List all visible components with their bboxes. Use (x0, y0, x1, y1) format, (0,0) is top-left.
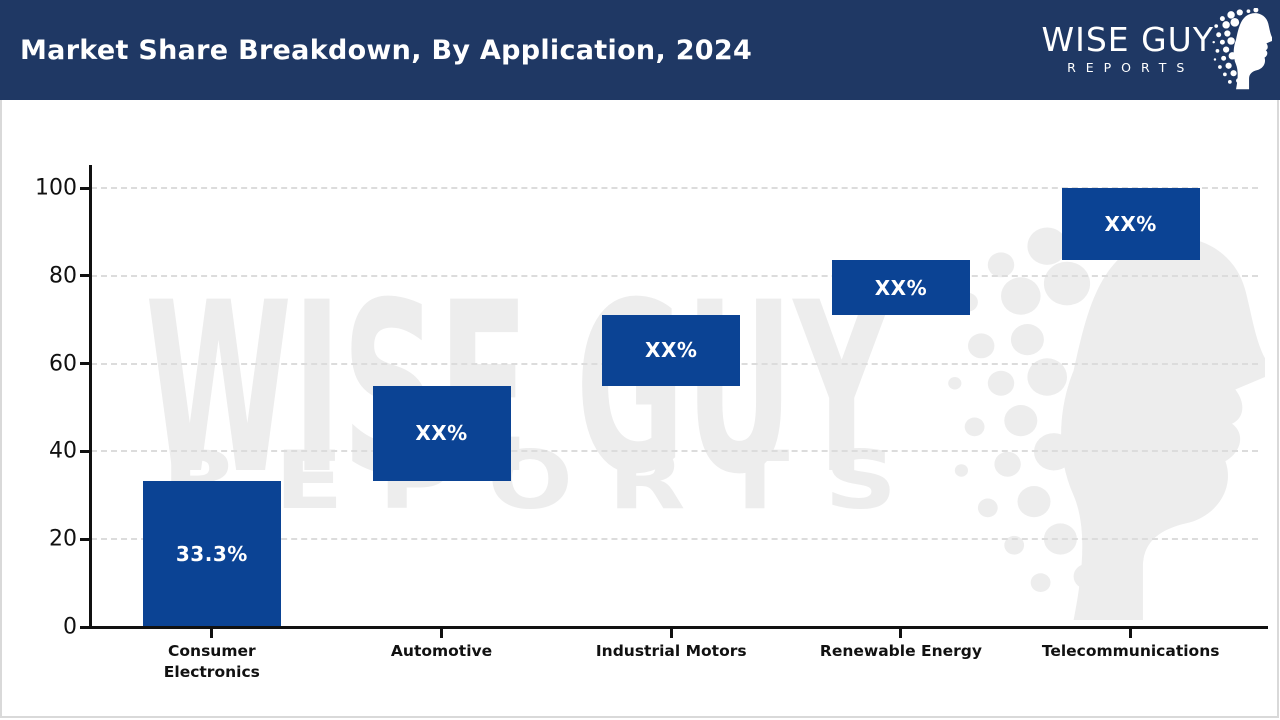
y-tick-label: 100 (35, 175, 77, 201)
y-gridline (91, 187, 1258, 189)
bar-renewable-energy: XX% (831, 260, 970, 316)
logo-text: WISE GUY REPORTS (1041, 19, 1214, 76)
bar-consumer-electronics: 33.3% (142, 480, 281, 627)
y-tick-mark (80, 186, 89, 190)
card-edge-left (0, 100, 2, 718)
x-tick-label: Automotive (390, 642, 493, 660)
x-tick-label: Telecommunications (1041, 642, 1220, 660)
x-tick-mark (1129, 629, 1133, 638)
bar-industrial-motors: XX% (602, 315, 741, 386)
y-tick-mark (80, 625, 89, 629)
bar-value-label: XX% (1104, 212, 1157, 237)
logo-head-icon (1212, 8, 1272, 90)
bar-value-label: XX% (415, 421, 468, 446)
y-tick-label: 0 (63, 614, 77, 640)
bar-value-label: XX% (874, 275, 928, 300)
watermark-wordmark: WISE GUY (145, 253, 892, 526)
logo-wordmark: WISE GUY (1041, 19, 1214, 59)
x-tick-mark (440, 629, 444, 638)
bar-value-label: XX% (645, 338, 698, 363)
x-tick-mark (899, 629, 903, 638)
logo-subtext: REPORTS (1067, 60, 1195, 76)
header-bar: Market Share Breakdown, By Application, … (0, 0, 1280, 100)
y-tick-label: 40 (49, 438, 77, 464)
y-tick-mark (80, 362, 89, 366)
x-tick-label: Renewable Energy (819, 642, 982, 660)
card-edge-bottom (0, 716, 1279, 718)
x-tick-mark (210, 629, 214, 638)
wiseguy-logo: WISE GUY REPORTS (1041, 8, 1272, 90)
bar-telecommunications: XX% (1061, 188, 1200, 261)
x-axis (89, 626, 1268, 629)
y-tick-mark (80, 537, 89, 541)
y-gridline (91, 274, 1258, 277)
y-tick-mark (80, 274, 89, 278)
x-tick-label: Industrial Motors (595, 642, 747, 660)
y-axis (89, 165, 92, 629)
card-edge-right (1277, 100, 1279, 718)
bar-automotive: XX% (372, 385, 511, 481)
y-tick-label: 60 (49, 351, 77, 377)
x-tick-mark (669, 629, 673, 638)
watermark-subtext: R E P O R T S (162, 434, 897, 527)
bar-value-label: 33.3% (175, 541, 248, 566)
x-tick-label: Consumer Electronics (163, 642, 260, 681)
chart-title: Market Share Breakdown, By Application, … (20, 34, 753, 66)
y-gridline (91, 538, 1258, 541)
y-tick-label: 20 (49, 526, 77, 552)
y-gridline (91, 450, 1258, 453)
y-tick-label: 80 (49, 263, 77, 289)
y-tick-mark (80, 449, 89, 453)
